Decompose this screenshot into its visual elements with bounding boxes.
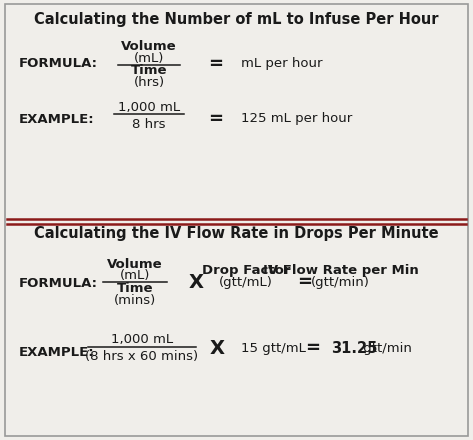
Text: mL per hour: mL per hour xyxy=(241,57,323,70)
Text: (gtt/min): (gtt/min) xyxy=(311,276,370,289)
Text: EXAMPLE:: EXAMPLE: xyxy=(19,113,95,126)
Text: 31.25: 31.25 xyxy=(331,341,377,356)
Text: 125 mL per hour: 125 mL per hour xyxy=(241,112,352,125)
Text: Calculating the IV Flow Rate in Drops Per Minute: Calculating the IV Flow Rate in Drops Pe… xyxy=(34,226,439,241)
Text: (mL): (mL) xyxy=(134,51,164,65)
Text: FORMULA:: FORMULA: xyxy=(19,277,98,290)
Text: 1,000 mL: 1,000 mL xyxy=(111,333,173,346)
Text: =: = xyxy=(305,340,320,357)
Text: 8 hrs: 8 hrs xyxy=(132,117,166,131)
Text: =: = xyxy=(208,55,223,73)
Text: Volume: Volume xyxy=(121,40,177,53)
Text: EXAMPLE:: EXAMPLE: xyxy=(19,346,95,359)
Text: gtt/min: gtt/min xyxy=(359,342,412,355)
Text: X: X xyxy=(189,273,204,292)
Text: (mins): (mins) xyxy=(114,294,156,307)
Text: IV Flow Rate per Min: IV Flow Rate per Min xyxy=(263,264,419,277)
Text: =: = xyxy=(208,110,223,128)
Text: =: = xyxy=(298,274,313,291)
Text: (8 hrs x 60 mins): (8 hrs x 60 mins) xyxy=(85,350,199,363)
Text: (mL): (mL) xyxy=(120,269,150,282)
Text: Time: Time xyxy=(131,64,167,77)
Text: (gtt/mL): (gtt/mL) xyxy=(219,276,273,289)
Text: (hrs): (hrs) xyxy=(133,76,165,89)
Text: Drop Factor: Drop Factor xyxy=(201,264,290,277)
Text: Time: Time xyxy=(116,282,153,295)
Text: 15 gtt/mL: 15 gtt/mL xyxy=(241,342,306,355)
Text: X: X xyxy=(209,339,224,358)
Text: Volume: Volume xyxy=(107,257,163,271)
Text: FORMULA:: FORMULA: xyxy=(19,57,98,70)
Text: 1,000 mL: 1,000 mL xyxy=(118,101,180,114)
Text: Calculating the Number of mL to Infuse Per Hour: Calculating the Number of mL to Infuse P… xyxy=(34,12,439,27)
